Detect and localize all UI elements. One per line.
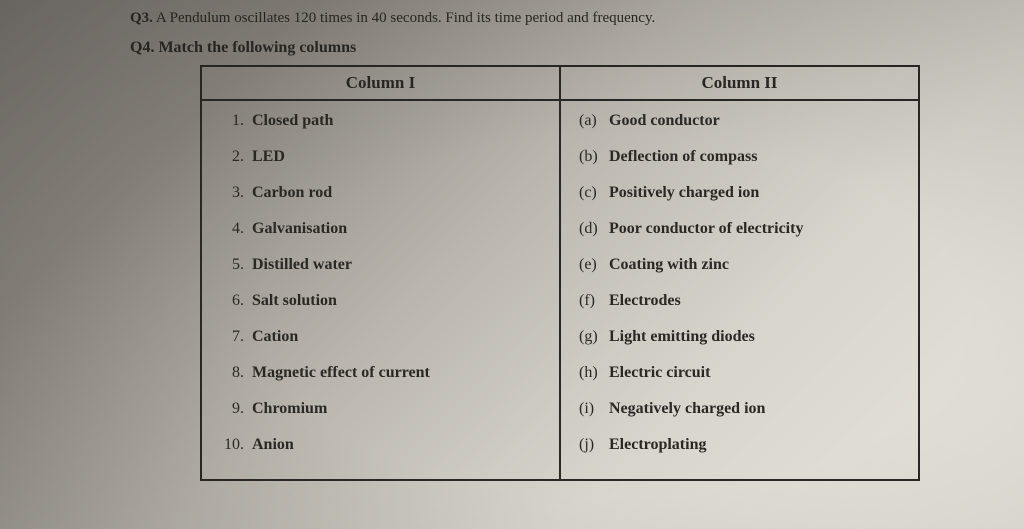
item-number: (e) bbox=[579, 253, 609, 277]
item-number: (i) bbox=[579, 397, 609, 421]
list-item: 8.Magnetic effect of current bbox=[220, 361, 541, 385]
item-text: Light emitting diodes bbox=[609, 325, 900, 349]
item-text: Poor conductor of electricity bbox=[609, 217, 900, 241]
item-number: (d) bbox=[579, 217, 609, 241]
table-body: 1.Closed path 2.LED 3.Carbon rod 4.Galva… bbox=[202, 101, 918, 479]
item-number: 2. bbox=[220, 145, 252, 169]
item-number: 1. bbox=[220, 109, 252, 133]
list-item: 4.Galvanisation bbox=[220, 217, 541, 241]
list-item: (h)Electric circuit bbox=[579, 361, 900, 385]
q4-label: Q4. bbox=[130, 39, 154, 56]
item-number: 9. bbox=[220, 397, 252, 421]
item-text: Deflection of compass bbox=[609, 145, 900, 169]
list-item: 6.Salt solution bbox=[220, 289, 541, 313]
list-item: (b)Deflection of compass bbox=[579, 145, 900, 169]
match-table: Column I Column II 1.Closed path 2.LED 3… bbox=[200, 65, 920, 481]
list-item: 9.Chromium bbox=[220, 397, 541, 421]
column-2-body: (a)Good conductor (b)Deflection of compa… bbox=[561, 101, 918, 479]
item-text: Salt solution bbox=[252, 289, 541, 313]
table-header: Column I Column II bbox=[202, 67, 918, 101]
question-4: Q4. Match the following columns bbox=[130, 39, 964, 57]
item-text: Cation bbox=[252, 325, 541, 349]
q3-label: Q3. bbox=[130, 10, 153, 26]
item-number: 6. bbox=[220, 289, 252, 313]
q3-text: A Pendulum oscillates 120 times in 40 se… bbox=[156, 10, 655, 26]
item-text: Chromium bbox=[252, 397, 541, 421]
item-number: (b) bbox=[579, 145, 609, 169]
item-text: Distilled water bbox=[252, 253, 541, 277]
header-column-2: Column II bbox=[561, 67, 918, 99]
item-number: (a) bbox=[579, 109, 609, 133]
list-item: 3.Carbon rod bbox=[220, 181, 541, 205]
list-item: (f)Electrodes bbox=[579, 289, 900, 313]
list-item: (j)Electroplating bbox=[579, 433, 900, 457]
item-text: Good conductor bbox=[609, 109, 900, 133]
question-3: Q3. A Pendulum oscillates 120 times in 4… bbox=[130, 10, 964, 27]
item-text: Coating with zinc bbox=[609, 253, 900, 277]
column-1-body: 1.Closed path 2.LED 3.Carbon rod 4.Galva… bbox=[202, 101, 561, 479]
item-text: Magnetic effect of current bbox=[252, 361, 541, 385]
item-number: 10. bbox=[220, 433, 252, 457]
item-text: Electroplating bbox=[609, 433, 900, 457]
item-number: 4. bbox=[220, 217, 252, 241]
item-text: Galvanisation bbox=[252, 217, 541, 241]
item-text: Electrodes bbox=[609, 289, 900, 313]
item-text: Anion bbox=[252, 433, 541, 457]
list-item: 7.Cation bbox=[220, 325, 541, 349]
item-number: 8. bbox=[220, 361, 252, 385]
list-item: (a)Good conductor bbox=[579, 109, 900, 133]
item-number: (h) bbox=[579, 361, 609, 385]
list-item: (d)Poor conductor of electricity bbox=[579, 217, 900, 241]
item-text: Electric circuit bbox=[609, 361, 900, 385]
list-item: (g)Light emitting diodes bbox=[579, 325, 900, 349]
item-text: Closed path bbox=[252, 109, 541, 133]
list-item: (e)Coating with zinc bbox=[579, 253, 900, 277]
item-number: 5. bbox=[220, 253, 252, 277]
item-number: (g) bbox=[579, 325, 609, 349]
item-number: (c) bbox=[579, 181, 609, 205]
q4-text: Match the following columns bbox=[158, 39, 356, 56]
list-item: 10.Anion bbox=[220, 433, 541, 457]
item-text: Negatively charged ion bbox=[609, 397, 900, 421]
item-text: Positively charged ion bbox=[609, 181, 900, 205]
item-number: 3. bbox=[220, 181, 252, 205]
header-column-1: Column I bbox=[202, 67, 561, 99]
item-text: LED bbox=[252, 145, 541, 169]
item-number: 7. bbox=[220, 325, 252, 349]
worksheet-page: Q3. A Pendulum oscillates 120 times in 4… bbox=[0, 0, 1024, 529]
item-text: Carbon rod bbox=[252, 181, 541, 205]
list-item: 2.LED bbox=[220, 145, 541, 169]
item-number: (j) bbox=[579, 433, 609, 457]
list-item: (i)Negatively charged ion bbox=[579, 397, 900, 421]
list-item: 5.Distilled water bbox=[220, 253, 541, 277]
list-item: (c)Positively charged ion bbox=[579, 181, 900, 205]
item-number: (f) bbox=[579, 289, 609, 313]
list-item: 1.Closed path bbox=[220, 109, 541, 133]
